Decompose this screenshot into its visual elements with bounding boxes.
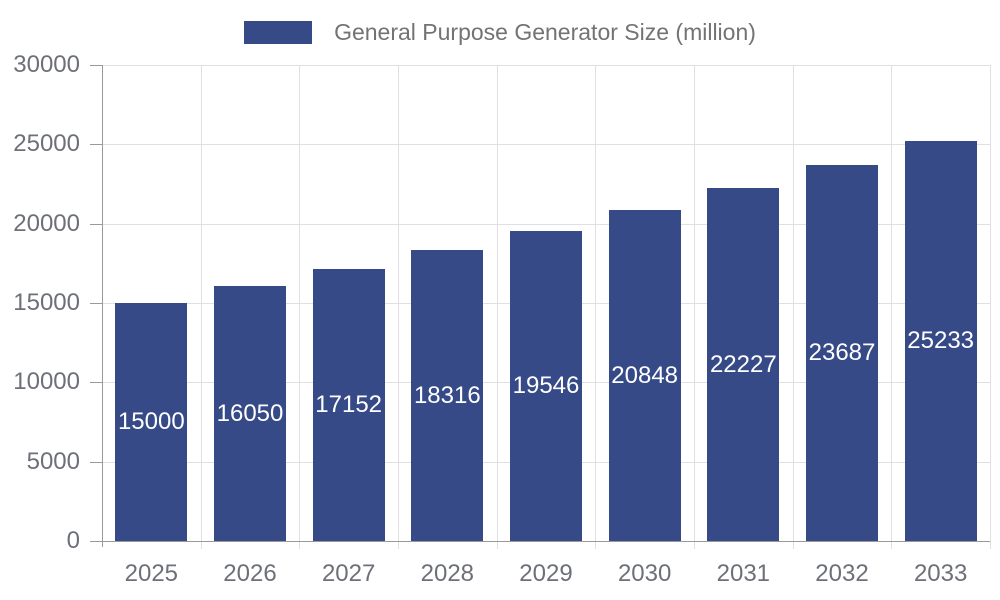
x-gridline bbox=[891, 65, 893, 541]
x-axis-tick bbox=[792, 541, 794, 549]
y-axis-tick bbox=[90, 144, 102, 146]
y-axis-tick-label: 30000 bbox=[13, 51, 80, 78]
y-axis-tick-label: 10000 bbox=[13, 368, 80, 396]
y-axis-tick bbox=[90, 461, 102, 463]
x-axis-tick-label: 2028 bbox=[420, 560, 475, 587]
x-axis-tick-label: 2032 bbox=[815, 560, 869, 587]
y-axis-tick bbox=[90, 223, 102, 225]
x-axis-tick bbox=[891, 541, 893, 549]
x-axis-tick-label: 2031 bbox=[716, 560, 771, 587]
y-gridline bbox=[102, 223, 990, 225]
y-axis-tick bbox=[90, 303, 102, 304]
bar-value-label: 15000 bbox=[117, 408, 185, 435]
x-gridline bbox=[398, 65, 399, 541]
x-axis-tick-label: 2030 bbox=[617, 560, 672, 587]
x-axis-tick bbox=[299, 541, 301, 549]
y-axis-line bbox=[102, 65, 103, 547]
bar-value-label: 25233 bbox=[907, 326, 975, 354]
bar[interactable]: 20848 bbox=[608, 210, 681, 541]
x-axis-tick-label: 2027 bbox=[321, 560, 376, 587]
bar[interactable]: 18316 bbox=[411, 250, 484, 541]
x-axis-tick bbox=[595, 541, 597, 549]
bar-value-label: 17152 bbox=[315, 390, 383, 418]
y-axis-tick-label: 5000 bbox=[26, 447, 80, 475]
x-gridline bbox=[990, 65, 991, 541]
y-axis-tick-label: 25000 bbox=[13, 130, 80, 158]
x-axis-tick-label: 2033 bbox=[913, 560, 968, 587]
y-gridline bbox=[102, 65, 990, 66]
legend-item[interactable]: General Purpose Generator Size (million) bbox=[0, 14, 1000, 50]
legend-swatch bbox=[244, 20, 313, 44]
bar-value-label: 22227 bbox=[709, 350, 777, 378]
x-gridline bbox=[496, 65, 498, 541]
bar[interactable]: 25233 bbox=[904, 140, 977, 541]
y-axis-tick-label: 15000 bbox=[13, 289, 80, 316]
x-gridline bbox=[299, 65, 301, 541]
bar[interactable]: 23687 bbox=[806, 165, 878, 541]
x-axis-tick bbox=[398, 541, 399, 549]
bar-value-label: 19546 bbox=[512, 371, 580, 399]
y-axis-tick-label: 0 bbox=[66, 527, 80, 554]
x-gridline bbox=[200, 65, 202, 541]
x-axis-line bbox=[90, 541, 990, 542]
x-axis-tick-label: 2025 bbox=[124, 560, 179, 587]
x-axis-tick bbox=[200, 541, 202, 549]
y-axis-tick bbox=[90, 65, 102, 66]
y-gridline bbox=[102, 144, 990, 146]
y-axis-tick bbox=[90, 382, 102, 384]
x-axis-tick bbox=[990, 541, 991, 549]
bar-value-label: 18316 bbox=[413, 381, 481, 409]
x-axis-tick bbox=[694, 541, 695, 549]
bar-value-label: 16050 bbox=[216, 399, 284, 427]
x-gridline bbox=[595, 65, 597, 541]
bar[interactable]: 17152 bbox=[312, 268, 385, 541]
x-axis-tick-label: 2026 bbox=[223, 560, 277, 587]
y-axis-tick-label: 20000 bbox=[13, 209, 80, 237]
bar[interactable]: 16050 bbox=[214, 286, 286, 541]
bar[interactable]: 22227 bbox=[707, 188, 780, 541]
bar[interactable]: 19546 bbox=[510, 230, 582, 541]
x-gridline bbox=[792, 65, 794, 541]
bar-value-label: 20848 bbox=[611, 361, 679, 389]
bar-value-label: 23687 bbox=[808, 339, 876, 367]
bar[interactable]: 15000 bbox=[115, 303, 188, 541]
x-axis-tick bbox=[496, 541, 498, 549]
x-gridline bbox=[694, 65, 695, 541]
legend-label: General Purpose Generator Size (million) bbox=[334, 18, 756, 45]
x-axis-tick-label: 2029 bbox=[519, 560, 573, 587]
